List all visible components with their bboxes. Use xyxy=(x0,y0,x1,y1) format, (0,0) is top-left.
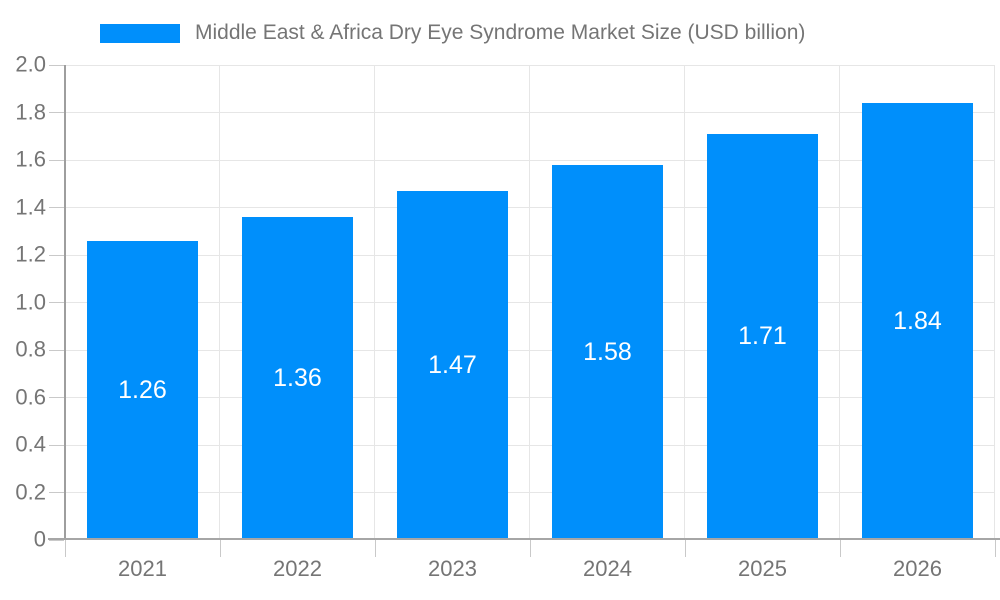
v-gridline xyxy=(684,65,685,540)
v-gridline xyxy=(529,65,530,540)
h-gridline xyxy=(65,254,995,256)
bar-value-label: 1.36 xyxy=(273,364,322,392)
y-axis-label: 1.4 xyxy=(15,193,46,219)
x-axis-tick xyxy=(64,540,66,557)
h-gridline xyxy=(65,444,995,446)
x-axis-label: 2024 xyxy=(583,556,632,581)
bar: 1.84 xyxy=(862,103,973,540)
y-axis-label: 0 xyxy=(33,526,46,552)
bar: 1.36 xyxy=(242,217,353,540)
bar-value-label: 1.26 xyxy=(118,375,167,404)
bar: 1.47 xyxy=(397,190,508,540)
h-gridline xyxy=(65,302,995,303)
y-axis-tick xyxy=(49,539,64,541)
y-axis-tick xyxy=(49,207,64,208)
bar: 1.58 xyxy=(552,164,663,540)
y-axis-label: 2.0 xyxy=(15,51,46,77)
x-axis-tick xyxy=(994,540,996,557)
y-axis-line xyxy=(64,65,66,540)
x-axis-tick xyxy=(374,540,376,557)
y-axis-tick xyxy=(49,492,64,493)
y-axis-label: 0.6 xyxy=(15,383,46,409)
legend-series-label: Middle East & Africa Dry Eye Syndrome Ma… xyxy=(195,21,806,44)
plot-area: 1.26 1.36 1.47 1.58 1.71 1.84 xyxy=(65,64,995,540)
y-axis-tick xyxy=(49,302,64,303)
v-gridline xyxy=(374,65,375,540)
x-axis-tick xyxy=(684,540,686,557)
x-axis-label: 2021 xyxy=(118,556,167,581)
h-gridline xyxy=(65,492,995,493)
bar-value-label: 1.84 xyxy=(893,307,942,335)
x-axis-tick xyxy=(219,540,221,557)
h-gridline xyxy=(65,112,995,113)
y-axis-label: 0.4 xyxy=(15,431,46,457)
v-gridline xyxy=(219,65,220,540)
bar-value-label: 1.71 xyxy=(738,322,787,351)
y-axis-label: 1.6 xyxy=(15,146,46,172)
h-gridline xyxy=(65,207,995,208)
x-axis-line xyxy=(48,538,1000,540)
bar: 1.71 xyxy=(707,133,818,540)
x-axis-label: 2023 xyxy=(428,556,477,581)
x-axis-label: 2026 xyxy=(893,556,942,581)
y-axis-label: 1.0 xyxy=(15,288,46,314)
h-gridline xyxy=(65,397,995,398)
bar: 1.26 xyxy=(87,240,198,540)
x-axis-tick xyxy=(529,540,531,557)
y-axis-tick xyxy=(49,397,64,398)
x-axis-tick xyxy=(839,540,841,557)
h-gridline xyxy=(65,349,995,351)
v-gridline xyxy=(839,65,840,540)
y-axis-tick xyxy=(49,112,64,113)
y-axis-tick xyxy=(49,159,64,161)
y-axis-label: 0.2 xyxy=(15,478,46,504)
y-axis-tick xyxy=(49,64,64,66)
bar-value-label: 1.58 xyxy=(583,337,632,366)
y-axis-tick xyxy=(49,349,64,351)
h-gridline xyxy=(65,64,995,66)
y-axis-tick xyxy=(49,254,64,256)
y-axis-label: 1.8 xyxy=(15,98,46,124)
y-axis-label: 1.2 xyxy=(15,241,46,267)
legend-swatch-icon xyxy=(100,23,180,43)
bar-value-label: 1.47 xyxy=(428,350,477,379)
x-axis-label: 2025 xyxy=(738,556,787,581)
v-gridline xyxy=(994,65,995,540)
x-axis-label: 2022 xyxy=(273,556,322,581)
y-axis-label: 0.8 xyxy=(15,336,46,362)
h-gridline xyxy=(65,159,995,161)
legend[interactable]: Middle East & Africa Dry Eye Syndrome Ma… xyxy=(100,21,806,44)
y-axis-tick xyxy=(49,444,64,446)
